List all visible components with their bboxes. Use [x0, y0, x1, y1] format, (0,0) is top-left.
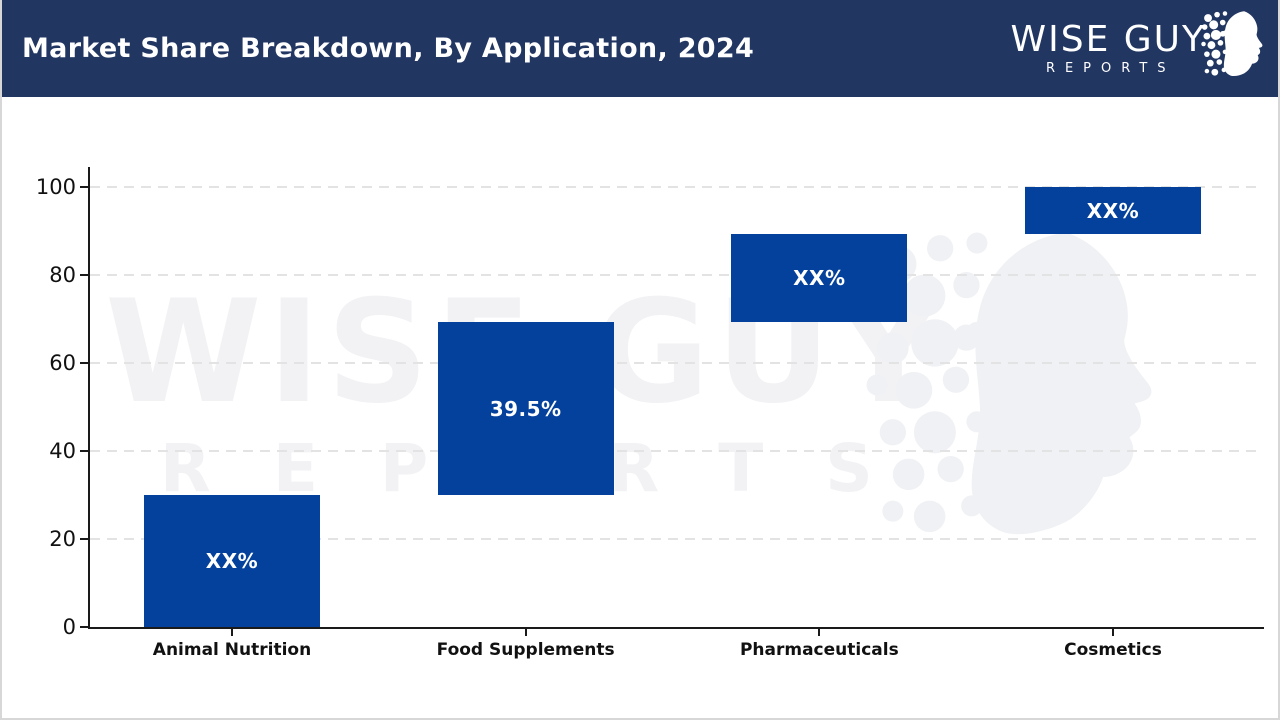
y-tick-60 — [80, 362, 88, 364]
wiseguy-head-icon — [1201, 11, 1263, 77]
page-title: Market Share Breakdown, By Application, … — [22, 33, 755, 64]
header: Market Share Breakdown, By Application, … — [2, 0, 1278, 97]
bar-value-label: XX% — [205, 549, 259, 574]
y-tick-label-20: 20 — [49, 527, 76, 551]
gridline-80 — [90, 274, 1258, 276]
x-tick-3 — [1112, 629, 1114, 636]
gridline-40 — [90, 450, 1258, 452]
x-tick-1 — [524, 629, 527, 636]
category-label-0: Animal Nutrition — [152, 640, 312, 660]
bar-value-label: XX% — [793, 265, 846, 290]
brand-logo-text: WISE GUY REPORTS — [1010, 18, 1207, 76]
bar-animal-nutrition: XX% — [144, 495, 320, 627]
bar-food-supplements: 39.5% — [437, 321, 614, 496]
y-tick-label-100: 100 — [35, 175, 76, 199]
x-tick-2 — [818, 629, 821, 636]
y-tick-label-80: 80 — [49, 263, 76, 287]
brand-name: WISE GUY — [1010, 18, 1206, 60]
category-label-1: Food Supplements — [436, 640, 615, 660]
gridline-20 — [90, 538, 1258, 540]
gridline-100 — [90, 186, 1258, 188]
y-axis-line — [88, 167, 90, 629]
bar-pharmaceuticals: XX% — [731, 234, 908, 322]
category-label-3: Cosmetics — [1064, 640, 1162, 660]
y-tick-0 — [80, 626, 88, 628]
y-tick-40 — [80, 450, 88, 452]
x-axis-line — [88, 627, 1264, 629]
category-label-2: Pharmaceuticals — [739, 640, 899, 660]
y-tick-label-60: 60 — [49, 351, 76, 375]
x-tick-0 — [231, 629, 233, 636]
brand-logo: WISE GUY REPORTS — [1011, 9, 1269, 88]
brand-subtitle: REPORTS — [1045, 60, 1176, 76]
y-tick-label-0: 0 — [62, 615, 76, 639]
bar-value-label: 39.5% — [489, 396, 562, 421]
y-tick-80 — [80, 274, 88, 276]
y-tick-20 — [80, 538, 88, 540]
bar-cosmetics: XX% — [1025, 187, 1201, 235]
bar-value-label: XX% — [1086, 198, 1140, 223]
y-tick-label-40: 40 — [49, 439, 76, 463]
y-tick-100 — [80, 186, 88, 188]
gridline-60 — [90, 362, 1258, 364]
